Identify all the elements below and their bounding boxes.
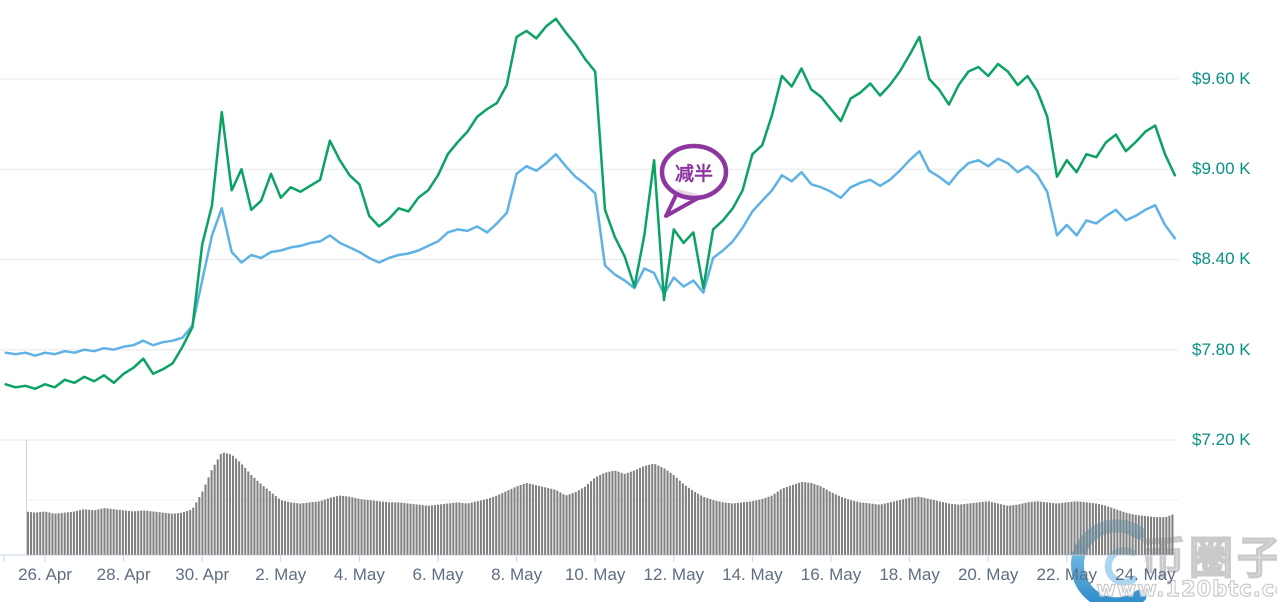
price-usd-green-line[interactable] <box>4 17 1177 391</box>
x-axis-label: 28. Apr <box>96 565 151 584</box>
x-axis-label: 2. May <box>255 565 307 584</box>
x-axis-label: 16. May <box>800 565 862 584</box>
axes <box>0 439 1178 562</box>
halving-annotation: 减半 <box>659 143 729 218</box>
x-axis-label: 30. Apr <box>175 565 230 584</box>
x-axis-label: 4. May <box>333 565 385 584</box>
y-axis-label: $7.80 K <box>1192 339 1251 359</box>
y-axis-label: $7.20 K <box>1192 429 1251 449</box>
x-axis-label: 18. May <box>879 565 940 584</box>
x-axis-label: 22. May <box>1036 565 1098 584</box>
x-axis-label: 24. May <box>1115 565 1176 584</box>
annotation-bubble <box>659 143 729 201</box>
y-axis-label: $9.00 K <box>1192 159 1251 179</box>
x-axis-label: 12. May <box>643 565 705 584</box>
x-axis-label: 14. May <box>722 565 783 584</box>
x-axis-label: 26. Apr <box>18 565 72 584</box>
volume-series[interactable] <box>26 452 1174 555</box>
watermark: 币圈子 www.120btc.com <box>1071 519 1277 602</box>
price-lines[interactable] <box>4 17 1177 391</box>
y-axis-label: $8.40 K <box>1192 249 1251 269</box>
annotation-label: 减半 <box>675 162 713 185</box>
x-axis-label: 20. May <box>957 565 1019 584</box>
watermark-logo-swoosh <box>1071 519 1147 602</box>
watermark-url-text: www.120btc.com <box>1097 577 1277 601</box>
y-axis-label: $9.60 K <box>1192 69 1251 88</box>
x-axis-label: 8. May <box>491 565 543 584</box>
gridlines <box>0 78 1178 501</box>
x-axis-label: 10. May <box>564 565 626 584</box>
watermark-brand-text: 币圈子 <box>1141 533 1277 584</box>
x-axis-label: 6. May <box>412 565 464 584</box>
price-blue-line[interactable] <box>4 149 1177 357</box>
